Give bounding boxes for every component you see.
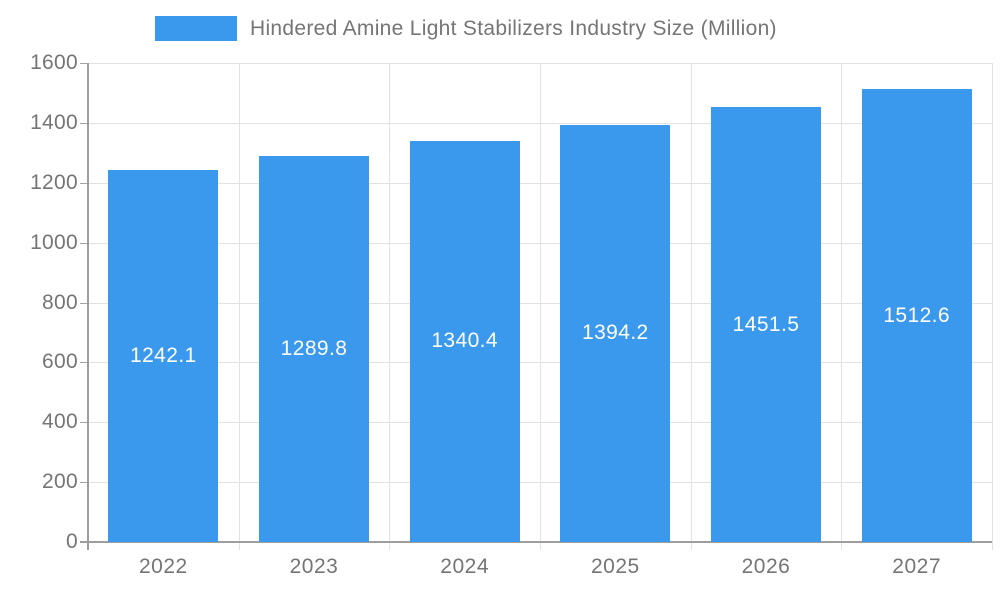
plot-border-right <box>992 63 993 550</box>
x-axis-tick-label: 2026 <box>741 555 791 578</box>
bar[interactable]: 1242.1 <box>108 170 219 542</box>
x-axis-tick-label: 2027 <box>892 555 942 578</box>
bar-value-label: 1394.2 <box>582 321 649 345</box>
category-boundary-gridline <box>389 63 391 550</box>
y-axis-tick <box>80 362 88 364</box>
x-axis-tick-label: 2023 <box>289 555 339 578</box>
y-axis-tick <box>80 63 88 64</box>
y-axis-tick-label: 600 <box>42 350 78 374</box>
y-axis-tick <box>80 422 88 424</box>
x-axis-tick-label: 2022 <box>138 555 188 578</box>
y-axis-tick <box>80 122 88 124</box>
y-axis-tick-label: 1600 <box>30 51 78 74</box>
y-axis-tick-label: 400 <box>42 410 78 434</box>
bar-value-label: 1289.8 <box>280 336 348 360</box>
x-axis-tick-label: 2025 <box>590 555 640 578</box>
category-boundary-gridline <box>690 63 692 550</box>
bar[interactable]: 1289.8 <box>259 155 369 542</box>
y-axis-tick <box>80 482 88 484</box>
plot-area: 0 200 400 600 800 1000 1200 1400 1600 1242.1 2022 1… <box>30 52 993 578</box>
y-axis-tick-label: 1400 <box>30 110 78 134</box>
y-axis-tick-label: 1000 <box>30 230 78 254</box>
y-axis-tick-label: 1200 <box>30 170 78 194</box>
bar[interactable]: 1340.4 <box>409 140 520 542</box>
y-axis-tick-label: 200 <box>42 470 78 494</box>
bar-value-label: 1451.5 <box>732 312 800 336</box>
y-axis-tick-label: 800 <box>42 290 78 314</box>
y-axis-tick-label: 0 <box>66 530 78 553</box>
y-axis-line <box>87 63 89 550</box>
chart-legend[interactable]: Hindered Amine Light Stabilizers Industr… <box>155 16 777 41</box>
bar[interactable]: 1394.2 <box>560 124 671 542</box>
bar[interactable]: 1512.6 <box>861 89 972 542</box>
y-axis-tick <box>80 242 88 244</box>
legend-label: Hindered Amine Light Stabilizers Industr… <box>250 16 777 40</box>
category-boundary-gridline <box>540 63 541 550</box>
y-axis-tick <box>80 182 88 184</box>
legend-swatch-icon <box>155 16 237 41</box>
bar-value-label: 1512.6 <box>883 303 950 327</box>
bar-value-label: 1242.1 <box>130 344 197 368</box>
bar[interactable]: 1451.5 <box>711 107 821 542</box>
category-boundary-gridline <box>841 63 843 550</box>
y-axis-tick <box>80 302 88 304</box>
x-axis-line <box>80 541 992 543</box>
x-axis-tick-label: 2024 <box>440 555 490 578</box>
category-boundary-gridline <box>238 63 240 550</box>
bar-value-label: 1340.4 <box>431 329 498 353</box>
